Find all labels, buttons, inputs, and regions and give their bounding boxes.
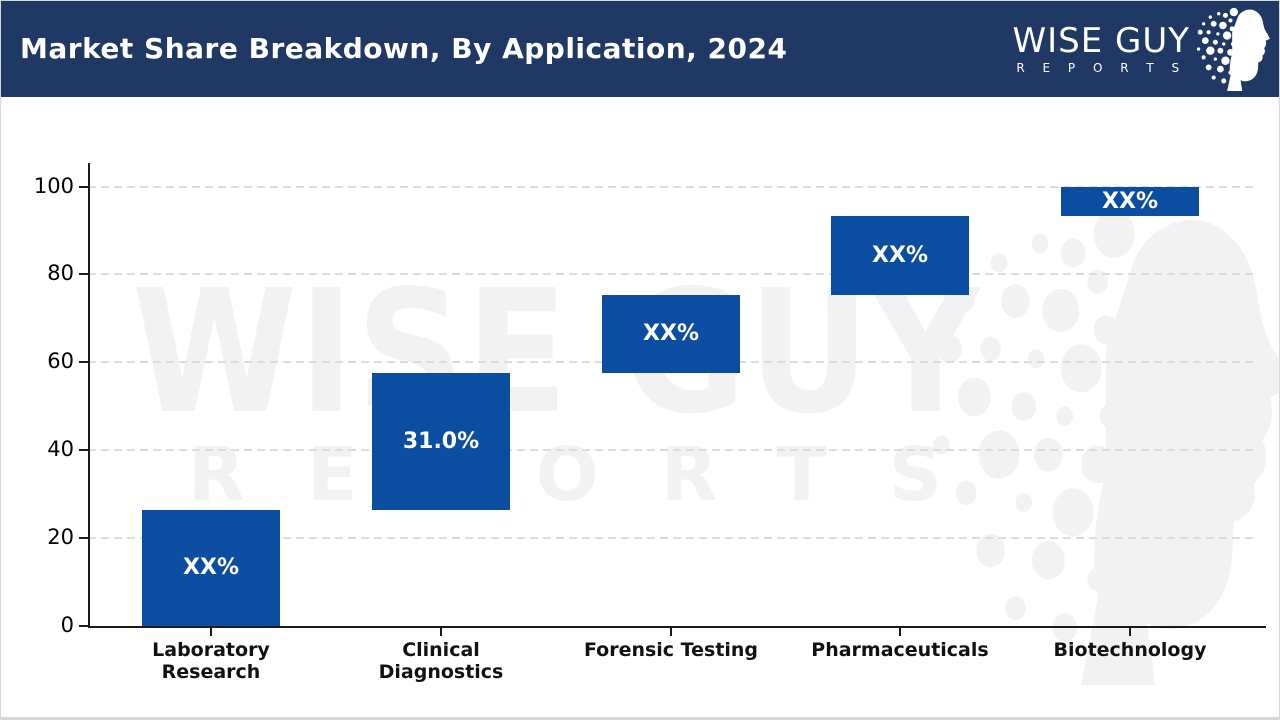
y-tick-label: 40 [47,437,74,462]
y-axis-tick [79,449,88,452]
bar-value-label: XX% [183,555,239,581]
logo-text: WISE GUY R E P O R T S [1012,24,1190,75]
watermark-text: WISE GUY [132,254,982,452]
x-axis-label: Pharmaceuticals [811,639,989,661]
y-axis-line [88,163,90,628]
gridline [88,449,1258,452]
bar-value-label: XX% [643,321,699,347]
bar-pharmaceuticals: XX% [831,216,969,295]
x-axis-tick [1129,628,1131,636]
y-axis-tick [79,185,88,188]
header-bar: Market Share Breakdown, By Application, … [0,0,1280,97]
watermark-head-icon [933,209,1280,685]
logo-head-icon [1196,7,1270,91]
x-axis-tick [210,628,212,636]
wise-guy-logo: WISE GUY R E P O R T S [1012,5,1274,93]
bar-value-label: XX% [872,242,928,268]
y-tick-label: 100 [33,173,74,198]
bar-laboratory-research: XX% [142,509,280,626]
x-axis-tick [440,628,442,636]
page-title: Market Share Breakdown, By Application, … [20,32,788,65]
x-axis-tick [670,628,672,636]
gridline [88,537,1258,540]
y-tick-label: 0 [60,613,74,637]
logo-wordmark: WISE GUY [1012,20,1190,61]
x-axis-line [88,626,1266,628]
bar-biotechnology: XX% [1061,186,1199,217]
x-axis-tick [899,628,901,636]
y-axis-tick [79,625,88,627]
x-axis-label: Clinical Diagnostics [378,639,504,683]
gridline [88,185,1258,188]
x-axis-label: Biotechnology [1053,639,1207,661]
y-tick-label: 60 [47,349,74,374]
y-axis-tick [79,273,88,276]
x-axis-label: Forensic Testing [583,639,759,661]
x-axis-label: Laboratory Research [152,639,270,683]
y-axis-tick [79,537,88,540]
y-axis-tick [79,361,88,364]
bar-forensic-testing: XX% [602,294,740,374]
bar-value-label: 31.0% [402,428,480,454]
gridline [88,273,1258,276]
y-tick-label: 20 [47,525,74,550]
bar-clinical-diagnostics: 31.0% [372,373,510,510]
bar-value-label: XX% [1102,188,1158,214]
y-tick-label: 80 [47,261,74,286]
logo-reports-label: R E P O R T S [1016,60,1187,75]
